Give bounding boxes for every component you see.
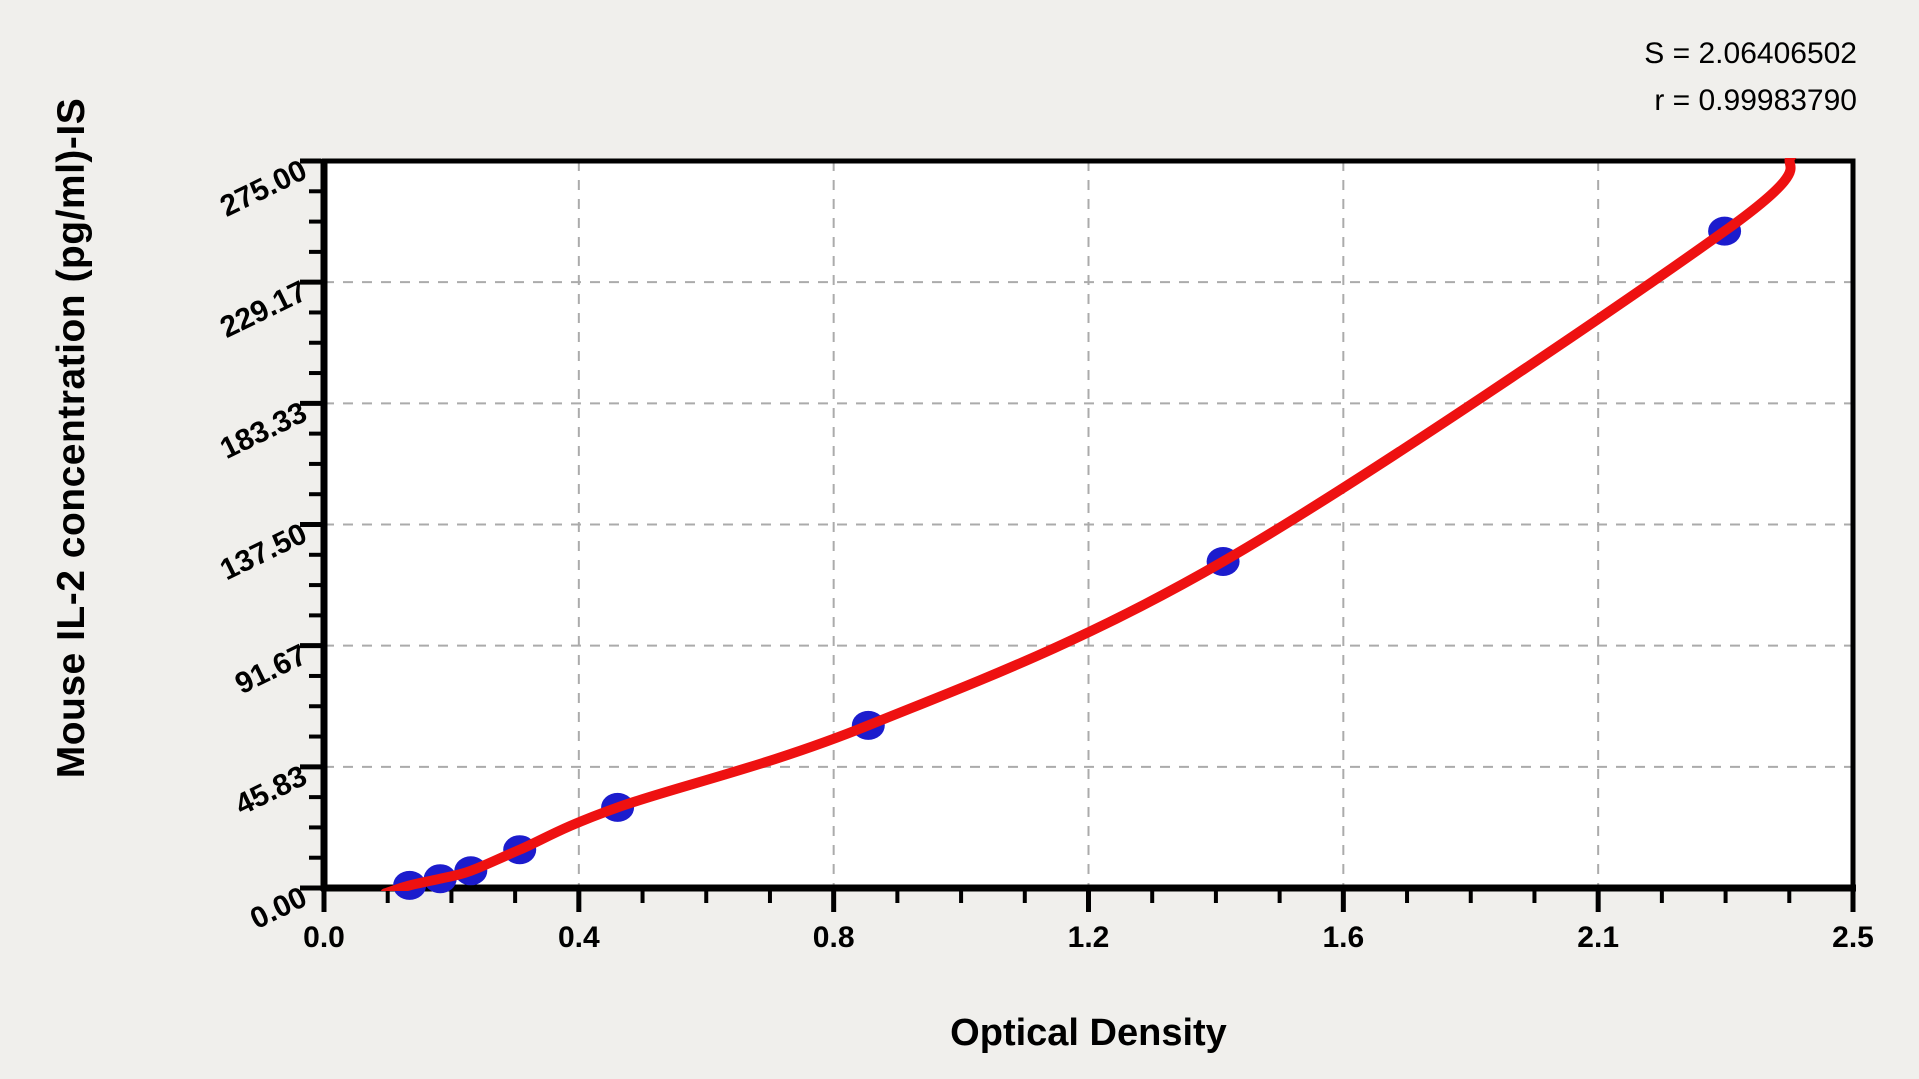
y-axis-title: Mouse IL-2 concentration (pg/ml)-IS (50, 97, 93, 779)
x-tick-label: 2.5 (1832, 921, 1874, 954)
y-tick-label: 45.83 (230, 759, 312, 822)
y-tick-label: 137.50 (215, 517, 312, 587)
y-tick-label: 275.00 (215, 154, 312, 224)
stats-block: S = 2.06406502 r = 0.99983790 (1644, 30, 1857, 124)
x-tick-label: 0.4 (558, 921, 600, 954)
x-tick-label: 1.6 (1322, 921, 1364, 954)
stat-s-value: S = 2.06406502 (1644, 37, 1857, 70)
x-tick-label: 0.8 (813, 921, 855, 954)
x-tick-label: 1.2 (1068, 921, 1110, 954)
x-tick-label: 2.1 (1577, 921, 1619, 954)
x-axis-title: Optical Density (950, 1012, 1227, 1054)
stat-r-value: r = 0.99983790 (1654, 84, 1857, 117)
x-tick-label: 0.0 (303, 921, 345, 954)
y-tick-label: 183.33 (215, 396, 312, 466)
fit-curve (380, 158, 1797, 891)
y-tick-label: 91.67 (230, 638, 312, 701)
y-tick-label: 229.17 (215, 275, 312, 345)
